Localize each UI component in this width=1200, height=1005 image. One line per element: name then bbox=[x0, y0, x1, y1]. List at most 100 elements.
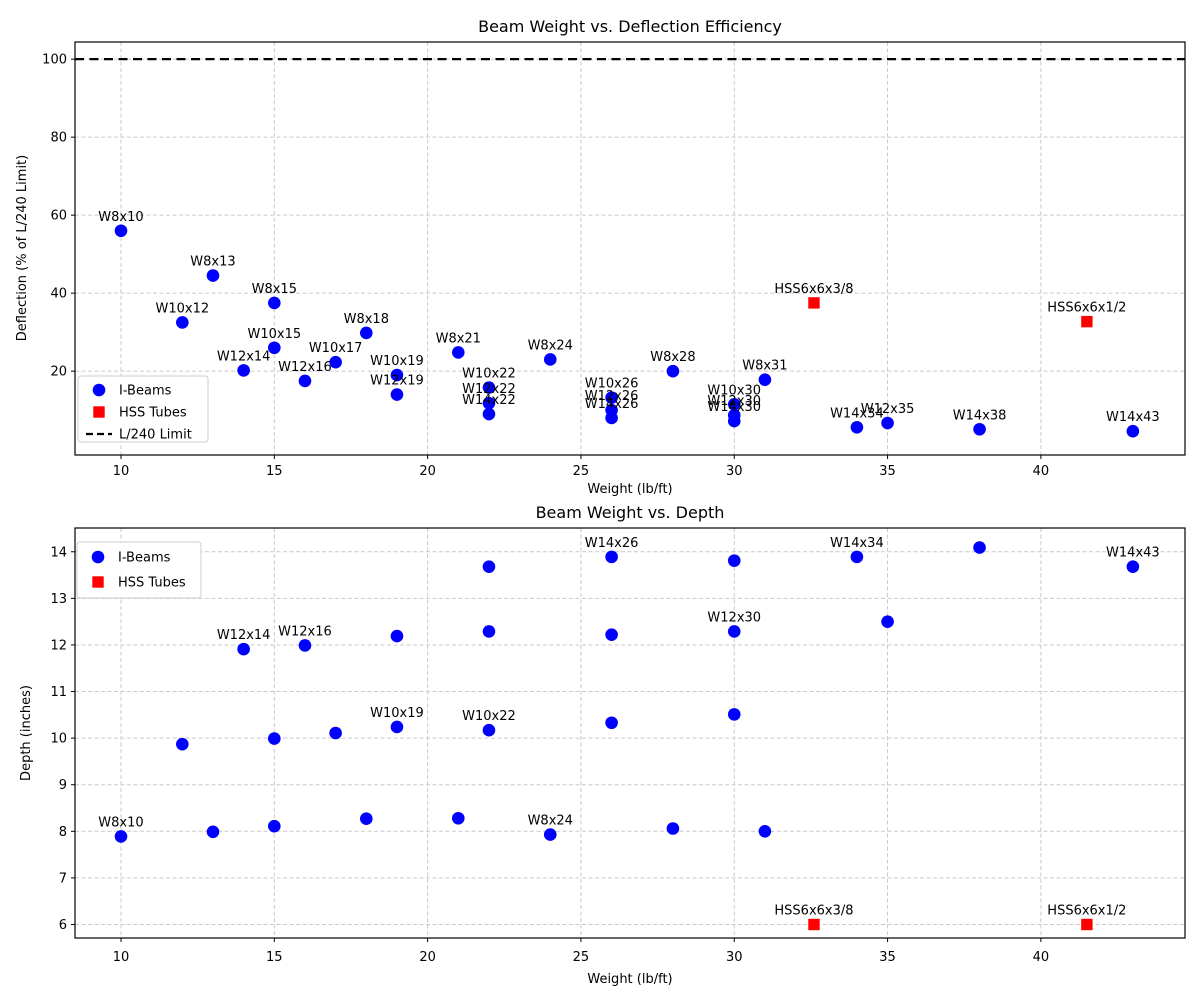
legend-box bbox=[77, 375, 209, 443]
point-label: W10x30 bbox=[707, 383, 761, 398]
point-label: W12x22 bbox=[462, 382, 516, 397]
point-annotations: W8x10 W12x14 W12x16 W10x19 W10x22 W8x24 W14x26… bbox=[98, 536, 1159, 919]
scatter-point bbox=[329, 355, 342, 369]
y-tick-label: 11 bbox=[50, 685, 67, 700]
scatter-point bbox=[605, 391, 618, 404]
point-label: HSS6x6x3/8 bbox=[774, 282, 853, 297]
point-label: W8x15 bbox=[252, 282, 297, 297]
legend-marker-circle bbox=[91, 550, 105, 564]
point-label: W8x24 bbox=[528, 338, 573, 353]
x-tick-label: 25 bbox=[573, 950, 590, 965]
x-tick-label: 15 bbox=[266, 950, 283, 965]
scatter-point bbox=[850, 421, 864, 434]
scatter-point bbox=[666, 822, 680, 835]
scatter-point bbox=[390, 629, 404, 643]
scatter-point bbox=[176, 737, 189, 751]
scatter-point bbox=[605, 628, 618, 641]
scatter-point bbox=[390, 388, 404, 401]
legend-label: L/240 Limit bbox=[119, 428, 192, 443]
point-label: W14x22 bbox=[462, 393, 516, 408]
chart-depth: W8x10 W12x14 W12x16 W10x19 W10x22 W8x24 W14x26… bbox=[50, 527, 1186, 965]
point-label: W12x30 bbox=[707, 394, 761, 409]
scatter-point bbox=[1081, 315, 1093, 328]
y-tick-label: 9 bbox=[59, 778, 67, 793]
point-label: W14x43 bbox=[1106, 410, 1160, 425]
scatter-point bbox=[881, 615, 894, 628]
point-label: W8x21 bbox=[436, 331, 481, 346]
legend-label: I-Beams bbox=[118, 551, 171, 566]
scatter-point bbox=[237, 364, 250, 377]
series-i-beams bbox=[114, 541, 1140, 843]
legend-marker-square bbox=[92, 576, 104, 588]
gridlines bbox=[75, 42, 1185, 455]
scatter-point bbox=[206, 825, 220, 839]
point-label: W8x10 bbox=[98, 210, 143, 225]
point-label: W10x19 bbox=[370, 354, 424, 369]
scatter-point bbox=[727, 554, 741, 567]
scatter-point bbox=[973, 422, 986, 436]
scatter-point bbox=[206, 269, 220, 282]
x-tick-label: 30 bbox=[726, 464, 743, 479]
scatter-point bbox=[758, 825, 772, 838]
plot-border bbox=[74, 527, 1186, 939]
scatter-point bbox=[268, 819, 281, 833]
scatter-point bbox=[451, 346, 465, 359]
point-label: HSS6x6x1/2 bbox=[1047, 903, 1126, 918]
chart-deflection-xlabel: Weight (lb/ft) bbox=[587, 482, 672, 497]
scatter-point bbox=[390, 368, 404, 382]
series-hss-tubes bbox=[808, 297, 1093, 328]
point-label: W12x30 bbox=[707, 610, 761, 625]
scatter-point bbox=[359, 326, 373, 340]
scatter-point bbox=[451, 811, 465, 825]
scatter-point bbox=[605, 716, 618, 730]
legend-label: HSS Tubes bbox=[119, 406, 187, 421]
x-tick-label: 35 bbox=[879, 464, 896, 479]
scatter-point bbox=[727, 625, 741, 638]
point-label: W10x22 bbox=[462, 367, 516, 382]
y-tick-label: 13 bbox=[50, 592, 67, 607]
point-label: W14x34 bbox=[830, 536, 884, 551]
x-tick-label: 20 bbox=[419, 950, 436, 965]
point-label: W8x31 bbox=[742, 359, 787, 374]
chart-depth-ylabel: Depth (inches) bbox=[19, 685, 34, 781]
series-i-beams bbox=[114, 224, 1140, 438]
y-tick-label: 20 bbox=[50, 365, 67, 380]
y-tick-label: 8 bbox=[59, 825, 67, 840]
point-label: HSS6x6x1/2 bbox=[1047, 301, 1126, 316]
scatter-point bbox=[543, 828, 557, 841]
scatter-point bbox=[850, 550, 864, 564]
chart-deflection-ylabel: Deflection (% of L/240 Limit) bbox=[15, 155, 30, 341]
point-label: W10x26 bbox=[585, 377, 639, 392]
axis-ticks: 10 15 20 25 30 35 40 20 40 60 80 100 bbox=[42, 53, 1049, 479]
scatter-point bbox=[808, 918, 820, 931]
point-label: W14x26 bbox=[585, 536, 639, 551]
point-label: W8x24 bbox=[528, 814, 573, 829]
scatter-point bbox=[727, 398, 741, 411]
legend-marker-circle bbox=[92, 383, 106, 397]
axis-ticks: 10 15 20 25 30 35 40 6 7 8 9 10 11 12 13 14 bbox=[50, 545, 1049, 965]
gridlines bbox=[75, 528, 1185, 938]
y-tick-label: 14 bbox=[50, 545, 67, 560]
scatter-point bbox=[727, 414, 741, 428]
point-label: HSS6x6x3/8 bbox=[774, 903, 853, 918]
chart-depth-title: Beam Weight vs. Depth bbox=[536, 503, 725, 522]
point-label: W10x17 bbox=[309, 341, 363, 356]
y-tick-label: 6 bbox=[59, 918, 67, 933]
point-label: W12x19 bbox=[370, 374, 424, 389]
scatter-point bbox=[605, 550, 618, 564]
chart-deflection: W8x10 W10x12 W8x13 W12x14 W8x15 W10x15 W12x16 W… bbox=[42, 41, 1186, 479]
y-tick-label: 10 bbox=[50, 732, 67, 747]
scatter-point bbox=[482, 723, 496, 737]
scatter-point bbox=[390, 720, 404, 734]
y-tick-label: 12 bbox=[50, 638, 67, 653]
scatter-point bbox=[359, 812, 373, 826]
scatter-point bbox=[1126, 424, 1140, 438]
scatter-point bbox=[482, 560, 496, 573]
point-label: W12x14 bbox=[217, 349, 271, 364]
x-tick-label: 40 bbox=[1033, 950, 1050, 965]
scatter-point bbox=[298, 374, 312, 388]
scatter-point bbox=[482, 625, 496, 638]
point-label: W8x28 bbox=[650, 350, 695, 365]
plot-border bbox=[74, 41, 1186, 456]
